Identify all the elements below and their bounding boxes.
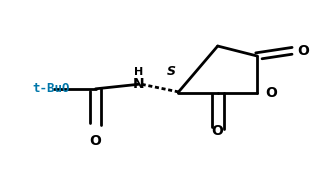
Text: S: S: [167, 65, 176, 78]
Text: O: O: [297, 44, 309, 58]
Text: O: O: [212, 124, 224, 138]
Text: H: H: [134, 67, 143, 77]
Text: t-BuO: t-BuO: [33, 82, 70, 95]
Text: N: N: [133, 77, 144, 91]
Text: O: O: [90, 134, 102, 148]
Text: O: O: [265, 85, 277, 100]
